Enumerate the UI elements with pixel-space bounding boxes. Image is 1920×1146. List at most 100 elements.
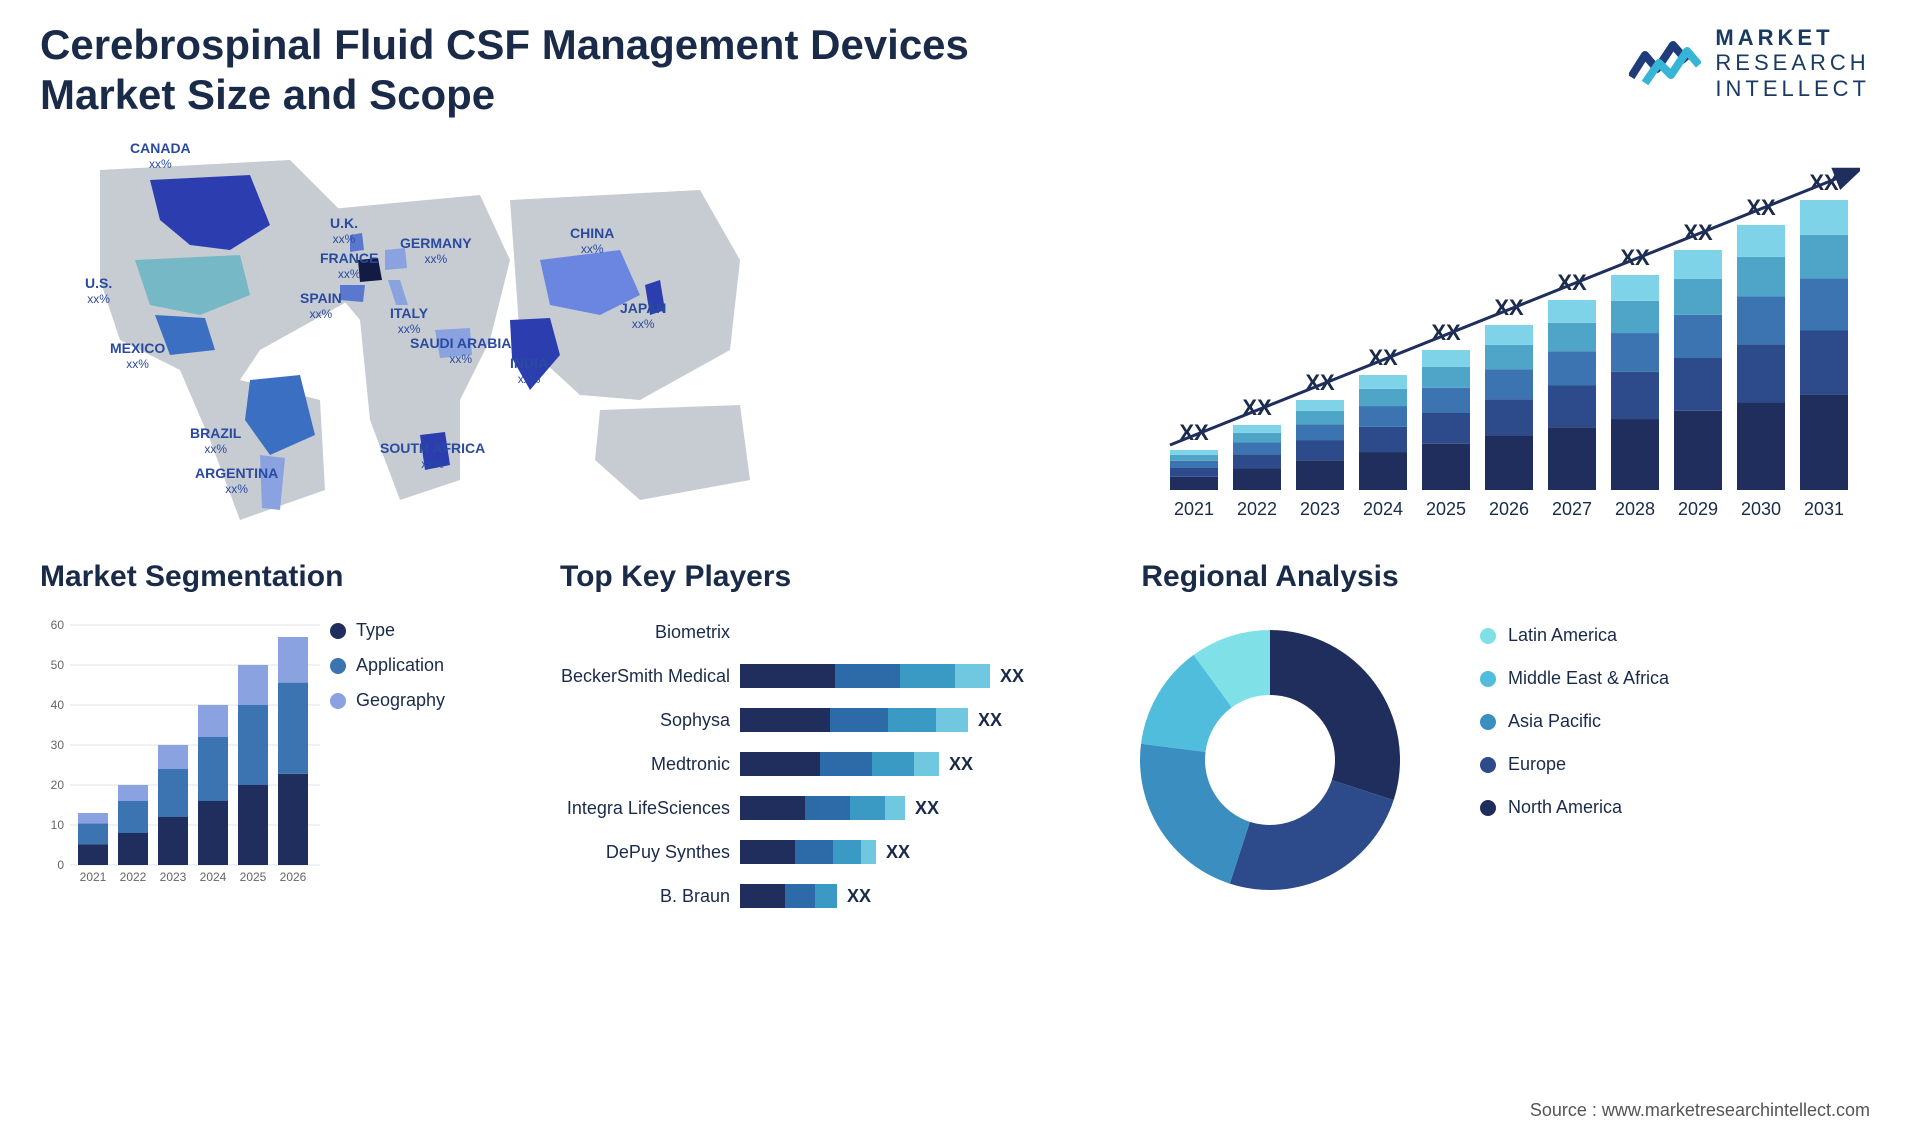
- player-row-sophysa: Sophysa XX: [560, 703, 1030, 737]
- regional-block: Regional Analysis: [1070, 560, 1470, 920]
- seg-bar-2022-type: [118, 833, 148, 865]
- growth-bar-2026-layer0: [1485, 436, 1533, 490]
- player-name: Sophysa: [560, 710, 740, 731]
- player-row-beckersmith-medical: BeckerSmith MedicalXX: [560, 659, 1030, 693]
- regional-donut-svg: [1120, 610, 1420, 910]
- growth-bar-2021-layer3: [1170, 455, 1218, 461]
- svg-text:40: 40: [51, 698, 65, 712]
- seg-bar-2021-application: [78, 823, 108, 844]
- player-row-biometrix: Biometrix: [560, 615, 1030, 649]
- growth-bar-2027-layer0: [1548, 427, 1596, 490]
- growth-year-2030: 2030: [1741, 499, 1781, 519]
- player-name: Integra LifeSciences: [560, 798, 740, 819]
- growth-bar-2029-layer1: [1674, 358, 1722, 411]
- svg-text:2021: 2021: [80, 870, 107, 884]
- source-attribution: Source : www.marketresearchintellect.com: [1530, 1100, 1870, 1121]
- seg-bar-2022-application: [118, 801, 148, 833]
- growth-bar-2027-layer2: [1548, 351, 1596, 385]
- player-value: XX: [886, 842, 910, 863]
- svg-text:0: 0: [57, 858, 64, 872]
- growth-bar-label-2025: XX: [1431, 320, 1461, 345]
- map-label-germany: GERMANYxx%: [400, 235, 472, 266]
- growth-bar-2024-layer3: [1359, 389, 1407, 406]
- growth-bar-2025-layer0: [1422, 444, 1470, 490]
- growth-bar-2023-layer3: [1296, 411, 1344, 425]
- growth-bar-2024-layer4: [1359, 375, 1407, 389]
- growth-bar-2025-layer4: [1422, 350, 1470, 367]
- svg-text:2023: 2023: [160, 870, 187, 884]
- segmentation-legend: TypeApplicationGeography: [330, 620, 445, 725]
- regional-heading: Regional Analysis: [1070, 560, 1470, 594]
- growth-bar-label-2023: XX: [1305, 370, 1335, 395]
- map-country-spain: [340, 285, 365, 302]
- growth-bar-2022-layer3: [1233, 433, 1281, 443]
- growth-bar-2030-layer2: [1737, 297, 1785, 345]
- seg-bar-2026-type: [278, 774, 308, 865]
- svg-text:20: 20: [51, 778, 65, 792]
- map-label-uk: U.K.xx%: [330, 215, 358, 246]
- growth-bar-2022-layer1: [1233, 454, 1281, 468]
- map-label-mexico: MEXICOxx%: [110, 340, 165, 371]
- segmentation-block: Market Segmentation 01020304050602021202…: [40, 560, 510, 920]
- seg-bar-2024-geography: [198, 705, 228, 737]
- seg-bar-2024-application: [198, 737, 228, 801]
- growth-bar-2023-layer2: [1296, 424, 1344, 440]
- player-name: Biometrix: [560, 622, 740, 643]
- growth-bar-2030-layer1: [1737, 344, 1785, 402]
- growth-bar-2028-layer3: [1611, 301, 1659, 333]
- donut-slice-europe: [1230, 780, 1394, 890]
- map-label-japan: JAPANxx%: [620, 300, 666, 331]
- growth-year-2028: 2028: [1615, 499, 1655, 519]
- key-players-rows: BiometrixBeckerSmith MedicalXXSophysaXXM…: [560, 615, 1030, 923]
- player-row-integra-lifesciences: Integra LifeSciencesXX: [560, 791, 1030, 825]
- player-row-depuy-synthes: DePuy Synthes XX: [560, 835, 1030, 869]
- growth-bar-2025-layer3: [1422, 367, 1470, 388]
- growth-bar-2029-layer4: [1674, 250, 1722, 279]
- svg-text:60: 60: [51, 618, 65, 632]
- growth-bar-2021-layer4: [1170, 450, 1218, 455]
- growth-bar-2026-layer1: [1485, 399, 1533, 435]
- seg-legend-application: Application: [330, 655, 445, 676]
- player-bar: [740, 796, 905, 820]
- growth-chart-svg: XX2021XX2022XX2023XX2024XX2025XX2026XX20…: [1160, 150, 1860, 530]
- growth-bar-2024-layer0: [1359, 452, 1407, 490]
- growth-bar-2029-layer0: [1674, 411, 1722, 490]
- growth-bar-2027-layer4: [1548, 300, 1596, 323]
- growth-year-2026: 2026: [1489, 499, 1529, 519]
- growth-bar-2021-layer1: [1170, 468, 1218, 477]
- seg-legend-type: Type: [330, 620, 445, 641]
- region-legend-europe: Europe: [1480, 754, 1669, 775]
- growth-year-2022: 2022: [1237, 499, 1277, 519]
- map-label-saudiarabia: SAUDI ARABIAxx%: [410, 335, 511, 366]
- growth-bar-2025-layer1: [1422, 413, 1470, 444]
- player-value: XX: [847, 886, 871, 907]
- growth-bar-2028-layer0: [1611, 419, 1659, 490]
- map-label-spain: SPAINxx%: [300, 290, 342, 321]
- seg-bar-2021-type: [78, 844, 108, 865]
- growth-year-2021: 2021: [1174, 499, 1214, 519]
- map-label-us: U.S.xx%: [85, 275, 112, 306]
- svg-text:2024: 2024: [200, 870, 227, 884]
- seg-bar-2025-geography: [238, 665, 268, 705]
- region-legend-middle-east---africa: Middle East & Africa: [1480, 668, 1669, 689]
- growth-bar-2031-layer0: [1800, 394, 1848, 490]
- growth-bar-2029-layer2: [1674, 315, 1722, 358]
- player-bar: [740, 884, 837, 908]
- growth-bar-2026-layer3: [1485, 345, 1533, 370]
- brand-logo: MARKET RESEARCH INTELLECT: [1629, 25, 1870, 101]
- growth-bar-2028-layer1: [1611, 372, 1659, 419]
- growth-bar-2031-layer3: [1800, 235, 1848, 278]
- seg-bar-2026-application: [278, 683, 308, 774]
- segmentation-chart-svg: 0102030405060202120222023202420252026: [40, 605, 320, 905]
- player-name: DePuy Synthes: [560, 842, 740, 863]
- region-legend-asia-pacific: Asia Pacific: [1480, 711, 1669, 732]
- growth-bar-label-2027: XX: [1557, 270, 1587, 295]
- player-value: XX: [978, 710, 1002, 731]
- growth-bar-2023-layer1: [1296, 441, 1344, 461]
- player-bar: [740, 752, 939, 776]
- growth-bar-label-2024: XX: [1368, 345, 1398, 370]
- page-title: Cerebrospinal Fluid CSF Management Devic…: [40, 20, 1090, 121]
- growth-bar-2024-layer2: [1359, 406, 1407, 427]
- segmentation-heading: Market Segmentation: [40, 560, 510, 594]
- seg-bar-2023-geography: [158, 745, 188, 769]
